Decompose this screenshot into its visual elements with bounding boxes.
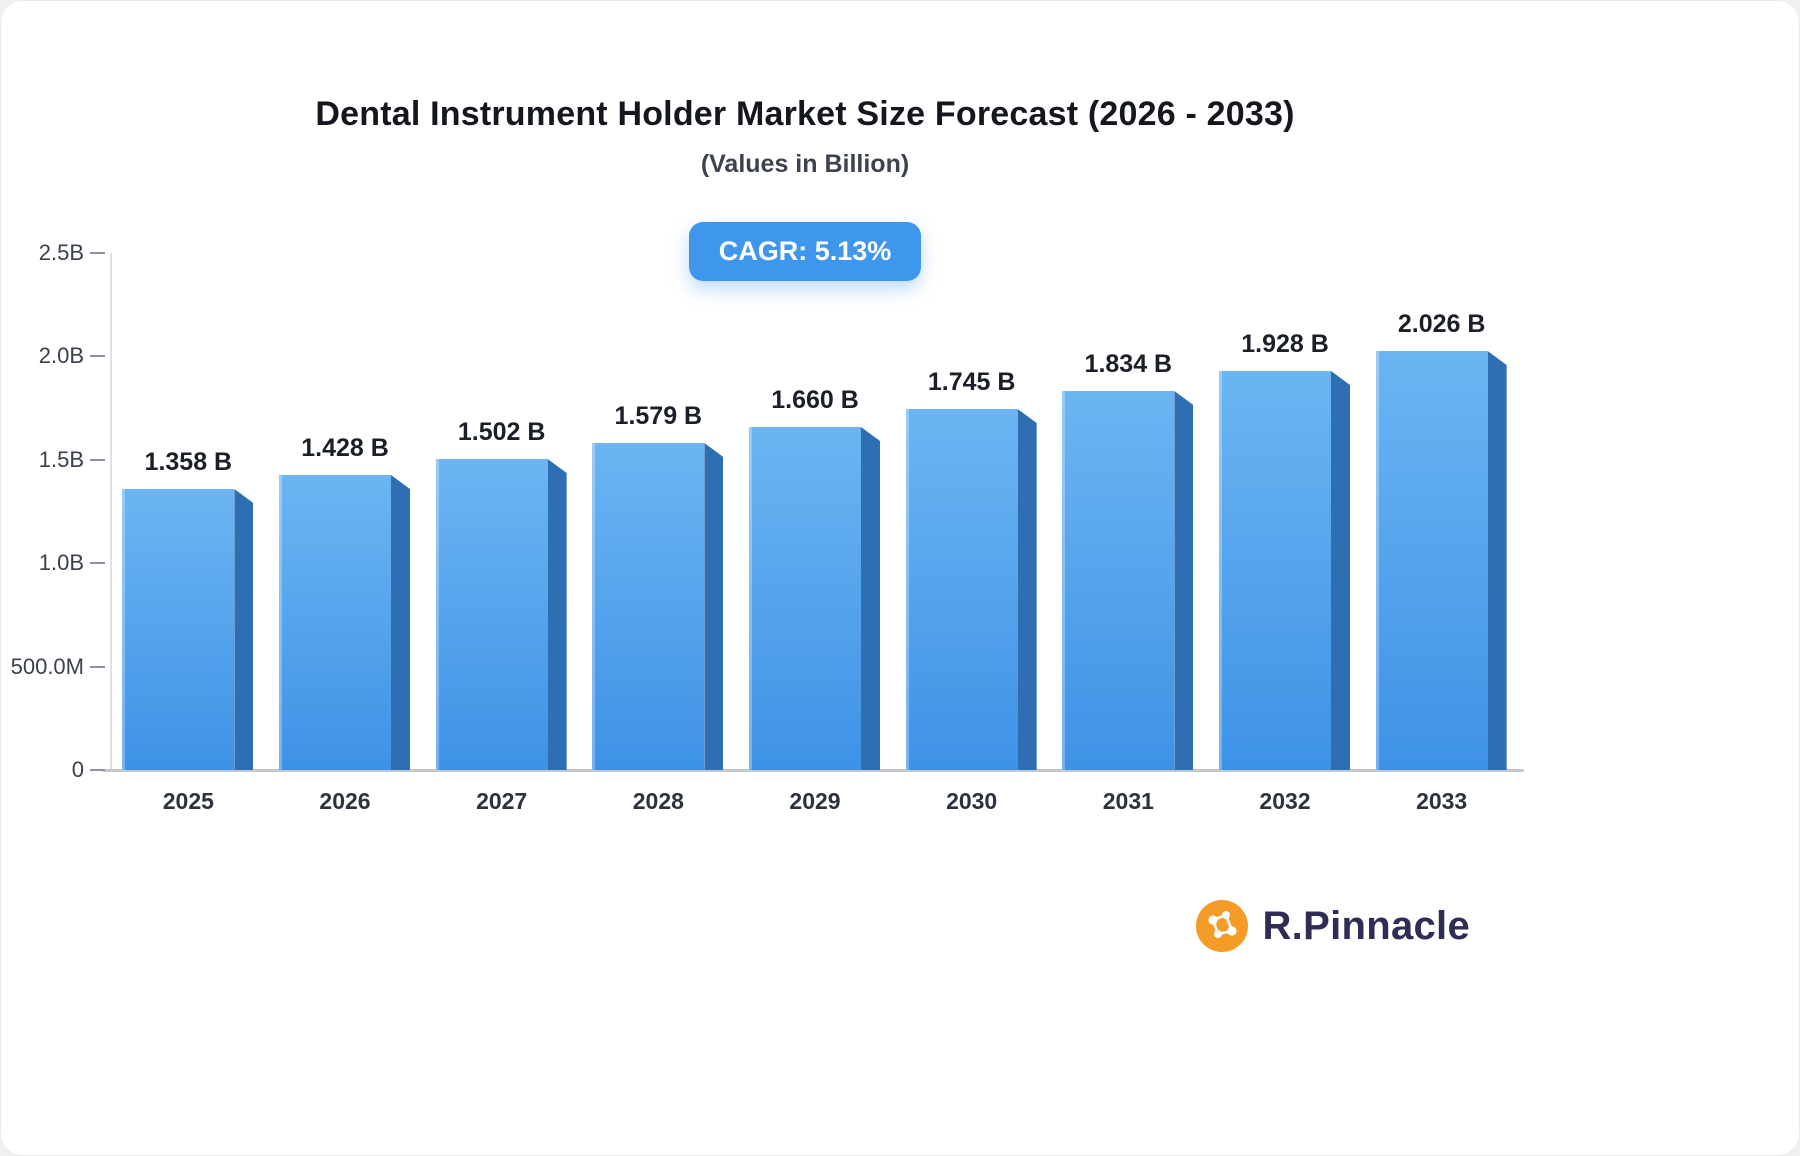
y-axis-tick-label: 500.0M [10, 653, 84, 679]
y-axis-tick-mark [90, 458, 105, 461]
bar-front-face [435, 459, 548, 770]
bar-group-2027: 1.502 B [435, 253, 568, 770]
x-axis-line [102, 769, 1524, 772]
bar-front-face [279, 475, 391, 770]
x-axis-tick-label: 2032 [1259, 788, 1311, 814]
brand-logo: R.Pinnacle [1196, 900, 1470, 952]
bar-front-face [122, 489, 235, 770]
bar-side-face [704, 443, 724, 770]
y-axis-tick-mark [90, 769, 105, 771]
bar-front-face [1219, 371, 1331, 770]
bar-side-face [547, 459, 567, 770]
x-axis-tick-label: 2029 [789, 788, 841, 814]
x-axis-tick-label: 2033 [1416, 788, 1468, 814]
bar-side-face [1487, 351, 1507, 770]
plot-area: 0 500.0M 1.0B 1.5B 2.0B 2.5B 1.358 B 2025 1.428 … [11, 240, 1524, 814]
bar-group-2025: 1.358 B [122, 253, 254, 770]
bar-group-2030: 1.745 B [905, 253, 1038, 770]
chart-title: Dental Instrument Holder Market Size For… [315, 95, 1295, 133]
bar-side-face [1331, 371, 1350, 770]
bar-group-2033: 2.026 B [1375, 253, 1508, 770]
y-axis-tick-mark [90, 665, 105, 668]
bar-front-face [592, 443, 705, 770]
bar-front-face [749, 427, 861, 770]
bar-value-label: 1.834 B [1084, 350, 1173, 378]
x-axis-tick-label: 2030 [946, 788, 998, 814]
bar-side-face [391, 475, 410, 770]
bar-value-label: 1.502 B [457, 418, 546, 446]
y-axis-tick-mark [90, 252, 105, 254]
bar-group-2032: 1.928 B [1219, 253, 1351, 770]
bar-front-face [905, 409, 1018, 770]
x-axis-tick-label: 2025 [162, 788, 214, 814]
bar-side-face [1017, 409, 1037, 770]
bar-front-face [1375, 351, 1488, 770]
bar-value-label: 2.026 B [1397, 310, 1486, 338]
x-axis-tick-label: 2027 [476, 788, 528, 814]
bar-value-label: 1.428 B [301, 434, 389, 462]
y-axis-tick-mark [90, 562, 105, 565]
brand-logo-text: R.Pinnacle [1262, 903, 1470, 948]
bar-value-label: 1.579 B [614, 402, 703, 430]
y-axis-tick-label: 0 [71, 757, 84, 782]
y-axis-tick-mark [90, 355, 105, 358]
cagr-badge-row: CAGR: 5.13% [0, 222, 1610, 281]
x-axis-tick-label: 2026 [319, 788, 371, 814]
y-axis-tick-label: 1.0B [38, 550, 84, 576]
y-axis-tick-label: 1.5B [38, 446, 84, 472]
bar-value-label: 1.358 B [144, 448, 233, 476]
y-axis-tick-label: 2.0B [38, 343, 84, 369]
bar-group-2031: 1.834 B [1062, 253, 1194, 770]
bar-group-2028: 1.579 B [592, 253, 724, 770]
x-axis-tick-label: 2031 [1102, 788, 1154, 814]
bar-value-label: 1.928 B [1241, 330, 1329, 358]
bar-side-face [234, 489, 254, 770]
bar-side-face [1174, 391, 1194, 770]
y-axis-line [110, 253, 112, 770]
cagr-badge: CAGR: 5.13% [688, 222, 922, 281]
bar-front-face [1062, 391, 1175, 770]
chart-subtitle: (Values in Billion) [700, 150, 910, 178]
bar-side-face [861, 427, 880, 770]
y-axis-tick-label: 2.5B [38, 240, 84, 265]
x-axis-tick-label: 2028 [632, 788, 684, 814]
bar-value-label: 1.660 B [771, 386, 859, 414]
bar-value-label: 1.745 B [927, 368, 1016, 396]
brand-logo-icon [1196, 900, 1249, 952]
bar-group-2029: 1.660 B [749, 253, 881, 770]
bar-group-2026: 1.428 B [279, 253, 411, 770]
